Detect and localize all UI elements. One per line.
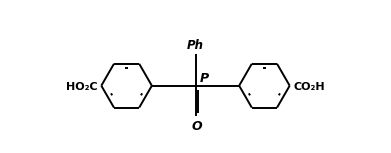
Text: P: P	[199, 72, 209, 85]
Text: HO₂C: HO₂C	[66, 82, 98, 92]
Text: Ph: Ph	[187, 39, 204, 52]
Text: O: O	[191, 120, 202, 132]
Text: CO₂H: CO₂H	[293, 82, 325, 92]
